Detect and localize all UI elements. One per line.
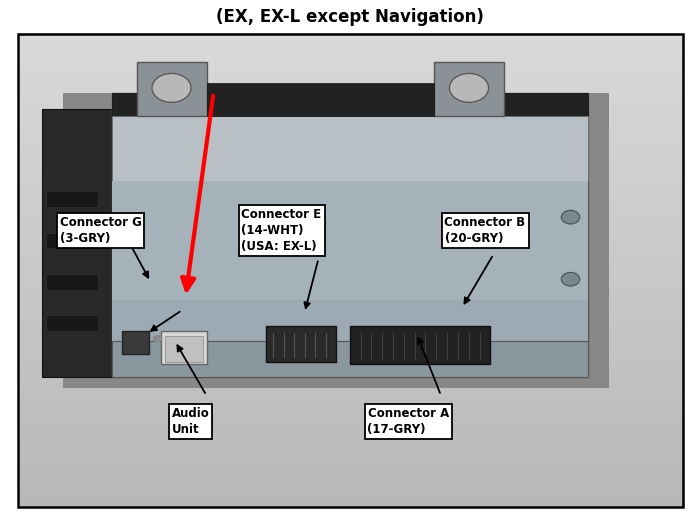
- Circle shape: [152, 73, 191, 102]
- Polygon shape: [112, 341, 588, 377]
- Circle shape: [449, 73, 489, 102]
- Polygon shape: [434, 62, 504, 116]
- Polygon shape: [112, 181, 588, 300]
- Circle shape: [153, 336, 162, 342]
- Text: Connector E
(14-WHT)
(USA: EX-L): Connector E (14-WHT) (USA: EX-L): [241, 207, 321, 253]
- Polygon shape: [63, 93, 609, 388]
- Polygon shape: [42, 109, 112, 377]
- FancyBboxPatch shape: [46, 315, 98, 331]
- FancyBboxPatch shape: [46, 274, 98, 290]
- Polygon shape: [206, 83, 434, 116]
- Polygon shape: [112, 93, 588, 116]
- Text: Audio
Unit: Audio Unit: [172, 407, 209, 436]
- FancyBboxPatch shape: [122, 331, 149, 354]
- Text: Connector A
(17-GRY): Connector A (17-GRY): [368, 407, 449, 436]
- Circle shape: [561, 210, 580, 224]
- FancyBboxPatch shape: [161, 331, 206, 364]
- Polygon shape: [112, 300, 588, 377]
- Text: (EX, EX-L except Navigation): (EX, EX-L except Navigation): [216, 8, 484, 25]
- FancyBboxPatch shape: [266, 326, 336, 362]
- FancyBboxPatch shape: [164, 336, 203, 362]
- Circle shape: [561, 272, 580, 286]
- FancyBboxPatch shape: [46, 233, 98, 248]
- FancyBboxPatch shape: [46, 191, 98, 207]
- Polygon shape: [112, 116, 588, 181]
- Text: Connector B
(20-GRY): Connector B (20-GRY): [444, 216, 526, 245]
- FancyBboxPatch shape: [350, 326, 490, 364]
- Polygon shape: [112, 93, 588, 377]
- Polygon shape: [136, 62, 206, 116]
- Text: Connector G
(3-GRY): Connector G (3-GRY): [60, 216, 141, 245]
